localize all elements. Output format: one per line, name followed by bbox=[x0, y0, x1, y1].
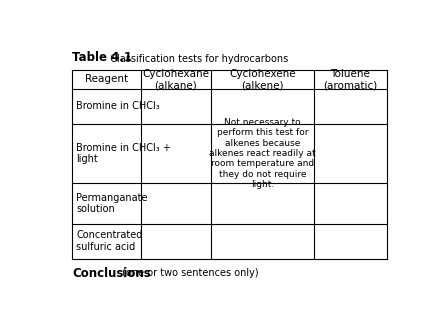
Text: Permanganate
solution: Permanganate solution bbox=[76, 192, 148, 214]
Text: Cyclohexane
(alkane): Cyclohexane (alkane) bbox=[142, 69, 209, 90]
Text: Table 4.1: Table 4.1 bbox=[72, 51, 132, 64]
Text: Concentrated
sulfuric acid: Concentrated sulfuric acid bbox=[76, 230, 143, 252]
Text: Classification tests for hydrocarbons: Classification tests for hydrocarbons bbox=[104, 54, 288, 64]
Text: Not necessary to
perform this test for
alkenes because
alkenes react readily at
: Not necessary to perform this test for a… bbox=[209, 118, 316, 189]
Text: (one or two sentences only): (one or two sentences only) bbox=[120, 268, 259, 278]
Text: Conclusions: Conclusions bbox=[72, 267, 151, 280]
Text: Cyclohexene
(alkene): Cyclohexene (alkene) bbox=[229, 69, 296, 90]
Text: Reagent: Reagent bbox=[85, 74, 128, 84]
Text: Bromine in CHCl₃ +
light: Bromine in CHCl₃ + light bbox=[76, 143, 171, 164]
Text: Toluene
(aromatic): Toluene (aromatic) bbox=[323, 69, 377, 90]
Text: Bromine in CHCl₃: Bromine in CHCl₃ bbox=[76, 101, 160, 111]
